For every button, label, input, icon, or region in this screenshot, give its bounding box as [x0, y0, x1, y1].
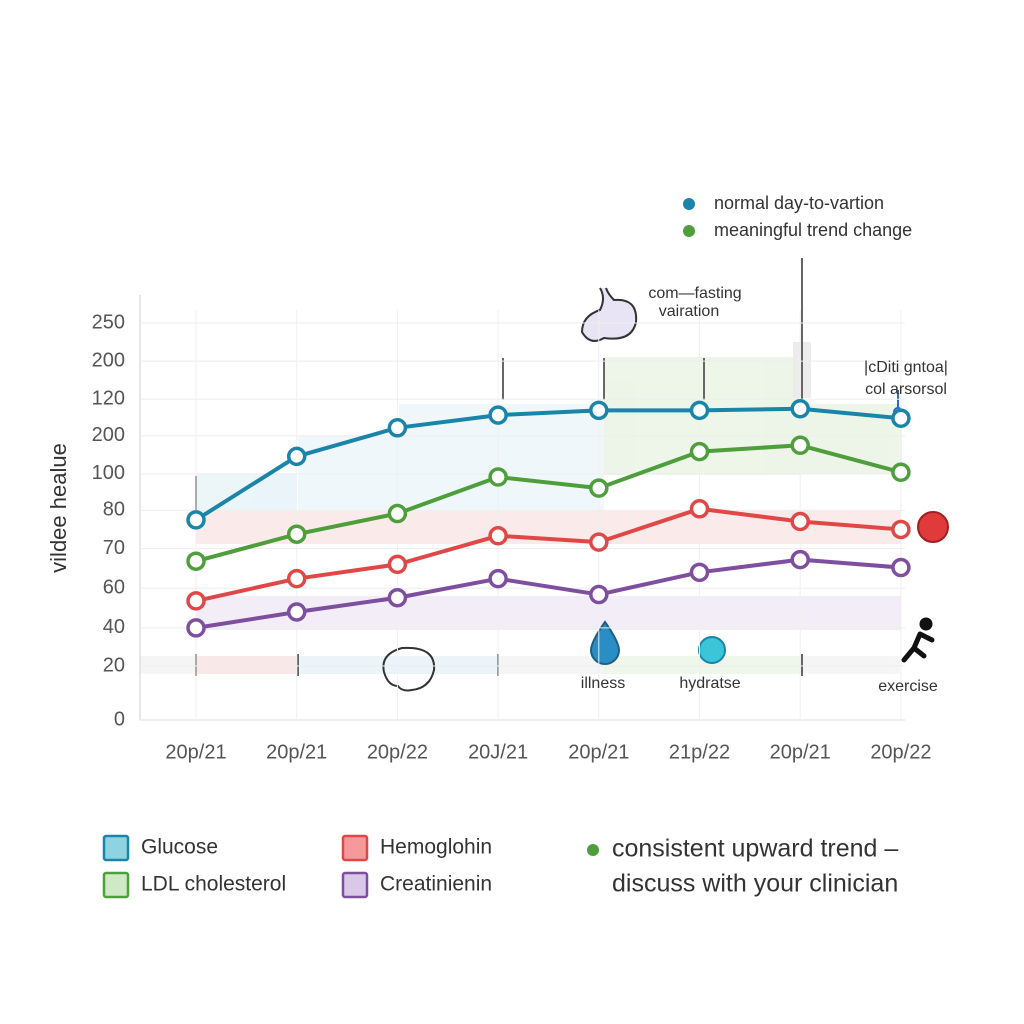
note-dot — [587, 844, 599, 856]
band — [604, 656, 804, 674]
data-point — [186, 510, 206, 530]
band — [298, 436, 399, 514]
data-point — [387, 587, 408, 608]
x-tick-label: 20p/21 — [165, 741, 226, 763]
data-point — [790, 435, 810, 456]
series-line — [195, 443, 902, 564]
x-tick-label: 20J/21 — [468, 741, 528, 763]
runner-icon — [901, 617, 935, 663]
drop-icon — [589, 620, 621, 665]
y-tick-label: 20 — [103, 654, 125, 676]
marker-label: meaningful trend change — [714, 220, 912, 240]
data-point — [891, 557, 911, 578]
data-point — [387, 554, 408, 575]
virus-icon — [698, 636, 726, 664]
data-point — [689, 499, 710, 519]
y-tick-label: 40 — [103, 616, 125, 638]
data-point — [589, 478, 609, 498]
x-tick-label: 20p/22 — [367, 741, 428, 763]
annotation: col arsorsol — [865, 381, 947, 398]
marker-lines — [195, 258, 803, 676]
marker-dot — [683, 198, 695, 210]
marker-dot — [683, 225, 695, 237]
series-line — [195, 506, 902, 603]
marker-label: normal day-to-vartion — [714, 193, 884, 213]
note-text: discuss with your clinician — [612, 870, 898, 898]
annotation: vairation — [659, 303, 719, 320]
data-point — [891, 519, 911, 540]
x-tick-label: 20p/21 — [266, 741, 327, 763]
annotation: exercise — [878, 678, 938, 695]
data-point — [488, 568, 508, 589]
x-tick-label: 20p/21 — [568, 741, 629, 763]
data-point — [387, 503, 408, 524]
data-point — [286, 568, 307, 589]
y-tick-label: 70 — [103, 537, 125, 559]
annotation: illness — [581, 675, 625, 692]
y-tick-label: 250 — [92, 311, 125, 333]
data-point — [286, 524, 307, 544]
data-point — [790, 399, 810, 419]
x-tick-label: 20p/22 — [870, 741, 931, 763]
series-line — [194, 406, 902, 522]
note-text: consistent upward trend – — [612, 835, 898, 863]
virus-icon — [917, 511, 949, 543]
data-point — [186, 551, 206, 571]
data-point — [689, 400, 710, 421]
legend-swatch — [341, 871, 369, 899]
y-tick-label: 0 — [114, 708, 125, 730]
data-point — [488, 467, 508, 487]
data-point — [589, 400, 609, 421]
x-tick-label: 20p/21 — [770, 741, 831, 763]
data-point — [689, 441, 710, 462]
x-tick-label: 21p/22 — [669, 741, 730, 763]
data-point — [387, 418, 408, 438]
band — [298, 656, 498, 674]
y-tick-label: 200 — [92, 424, 125, 446]
legend-label: Hemoglohin — [380, 836, 492, 859]
data-point — [790, 549, 810, 570]
data-point — [891, 408, 911, 429]
data-point — [689, 562, 710, 583]
data-point — [286, 602, 307, 622]
data-point — [488, 405, 508, 425]
data-point — [589, 532, 609, 552]
data-point — [286, 446, 307, 467]
legend-swatch — [341, 834, 369, 862]
legend-label: LDL cholesterol — [141, 873, 286, 896]
bands — [140, 342, 902, 674]
legend-swatch — [102, 871, 130, 899]
data-point — [891, 462, 911, 483]
annotation: hydratse — [679, 675, 740, 692]
y-tick-label: 80 — [103, 499, 125, 521]
data-point — [186, 618, 206, 638]
stomach-icon — [580, 287, 638, 342]
data-point — [488, 526, 508, 546]
data-point — [186, 591, 206, 611]
legend-label: Glucose — [141, 836, 218, 859]
y-tick-label: 100 — [92, 462, 125, 484]
band — [196, 596, 901, 630]
series-line — [195, 557, 902, 630]
data-point — [589, 584, 609, 605]
band — [196, 656, 296, 674]
y-axis-label: vildee healue — [46, 443, 71, 573]
annotation: com—fasting — [648, 285, 741, 302]
y-tick-label: 200 — [92, 349, 125, 371]
annotation: |cDiti gntoa| — [864, 359, 948, 376]
data-point — [790, 511, 810, 532]
icons — [382, 287, 949, 692]
band — [196, 474, 296, 514]
y-tick-label: 120 — [92, 388, 125, 410]
legend-label: Creatinienin — [380, 873, 492, 896]
y-tick-label: 60 — [103, 576, 125, 598]
legend-swatch — [102, 834, 130, 862]
